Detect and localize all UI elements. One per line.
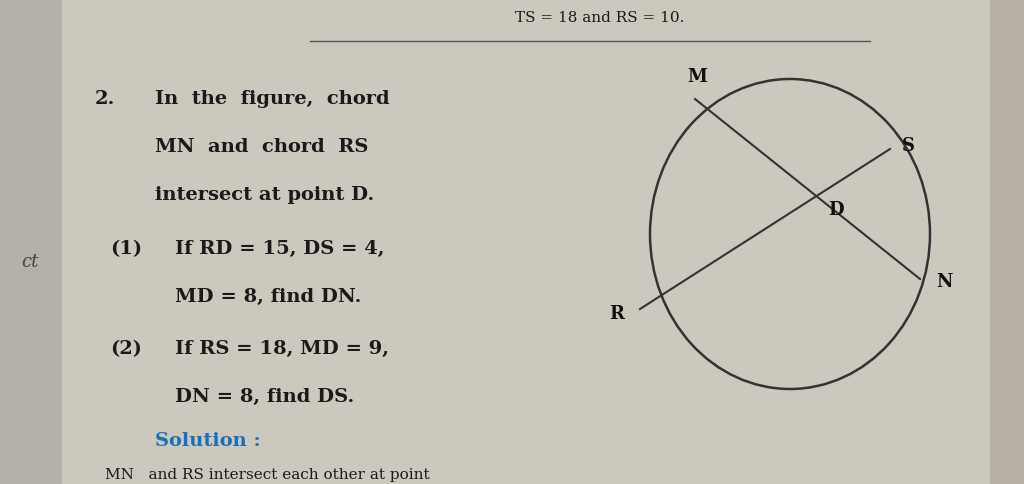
Bar <box>0 0 62 484</box>
Text: intersect at point D.: intersect at point D. <box>155 186 374 204</box>
Text: In  the  figure,  chord: In the figure, chord <box>155 90 389 108</box>
Text: TS = 18 and RS = 10.: TS = 18 and RS = 10. <box>515 11 685 25</box>
Text: M: M <box>687 68 707 86</box>
Bar <box>990 0 1024 484</box>
Text: R: R <box>609 304 624 322</box>
Text: Solution :: Solution : <box>155 431 261 449</box>
Text: D: D <box>828 201 844 219</box>
Text: ct: ct <box>22 253 39 271</box>
Text: MN   and RS intersect each other at point: MN and RS intersect each other at point <box>105 467 430 481</box>
Text: N: N <box>936 272 952 290</box>
Text: (1): (1) <box>110 240 142 257</box>
Text: S: S <box>902 136 915 155</box>
Text: MN  and  chord  RS: MN and chord RS <box>155 138 369 156</box>
Text: If RS = 18, MD = 9,: If RS = 18, MD = 9, <box>175 339 389 357</box>
Text: If RD = 15, DS = 4,: If RD = 15, DS = 4, <box>175 240 384 257</box>
Text: MD = 8, find DN.: MD = 8, find DN. <box>175 287 361 305</box>
Text: 2.: 2. <box>95 90 116 108</box>
Text: (2): (2) <box>110 339 142 357</box>
Text: DN = 8, find DS.: DN = 8, find DS. <box>175 387 354 405</box>
